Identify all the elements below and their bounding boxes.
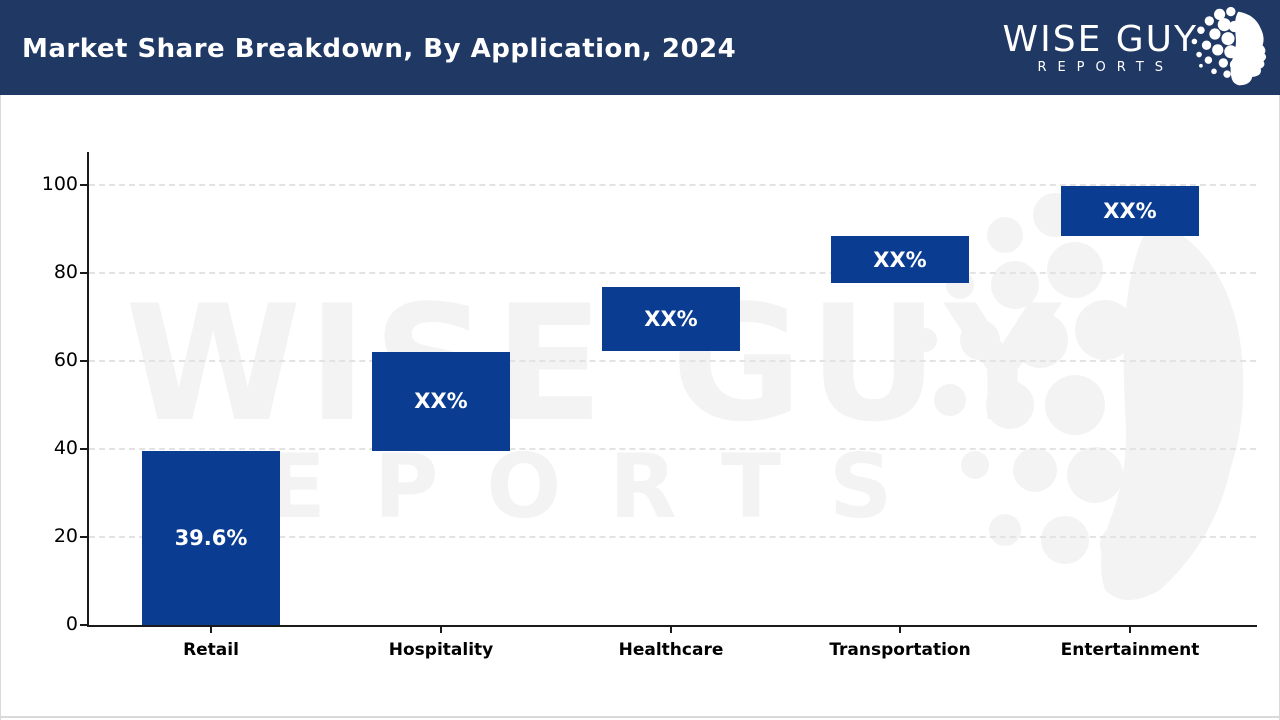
y-tick-label: 40 [53,437,78,459]
watermark-wordmark: WISE GUY [125,270,1067,457]
bar-value-label: XX% [1103,198,1157,223]
bar: XX% [372,352,510,451]
bottom-border [0,716,1280,718]
bar-value-label: XX% [414,389,468,414]
x-axis-label: Healthcare [618,640,724,660]
x-tick [440,625,442,633]
bar: XX% [831,236,969,284]
y-tick [80,272,88,274]
bar-value-label: XX% [644,306,698,331]
bar-value-label: XX% [873,247,927,272]
y-tick-label: 60 [53,349,78,371]
bar-value-label: 39.6% [174,525,248,550]
y-tick-label: 100 [41,173,78,195]
y-tick-label: 80 [53,261,78,283]
header-band: Market Share Breakdown, By Application, … [0,0,1280,95]
wise-guy-logo: WISE GUY REPORTS [1003,4,1273,92]
y-tick [80,184,88,186]
x-tick [899,625,901,633]
logo-wordmark: WISE GUY [1002,19,1198,61]
grid-line [89,272,1256,274]
grid-line [89,360,1256,362]
bar: XX% [1061,185,1199,237]
grid-line [89,448,1256,450]
logo-head-icon [1191,6,1267,86]
grid-line [89,536,1256,538]
left-border [0,95,1,720]
x-axis-line [87,625,1257,627]
x-tick [210,625,212,633]
x-axis-label: Entertainment [1060,640,1200,660]
bar: 39.6% [142,450,280,625]
y-tick [80,448,88,450]
x-axis-label: Transportation [829,640,971,660]
page-title: Market Share Breakdown, By Application, … [22,34,737,64]
bar: XX% [602,287,740,351]
x-axis-label: Retail [183,640,239,660]
logo-text: WISE GUY REPORTS [1003,21,1199,75]
y-tick [80,360,88,362]
logo-subtitle: REPORTS [1037,59,1175,75]
grid-line [89,184,1256,186]
x-tick [670,625,672,633]
x-tick [1129,625,1131,633]
y-tick-label: 0 [65,613,78,635]
y-tick [80,624,88,626]
y-tick-label: 20 [53,525,78,547]
x-axis-label: Hospitality [388,640,494,660]
y-axis-line [87,152,89,627]
y-tick [80,536,88,538]
